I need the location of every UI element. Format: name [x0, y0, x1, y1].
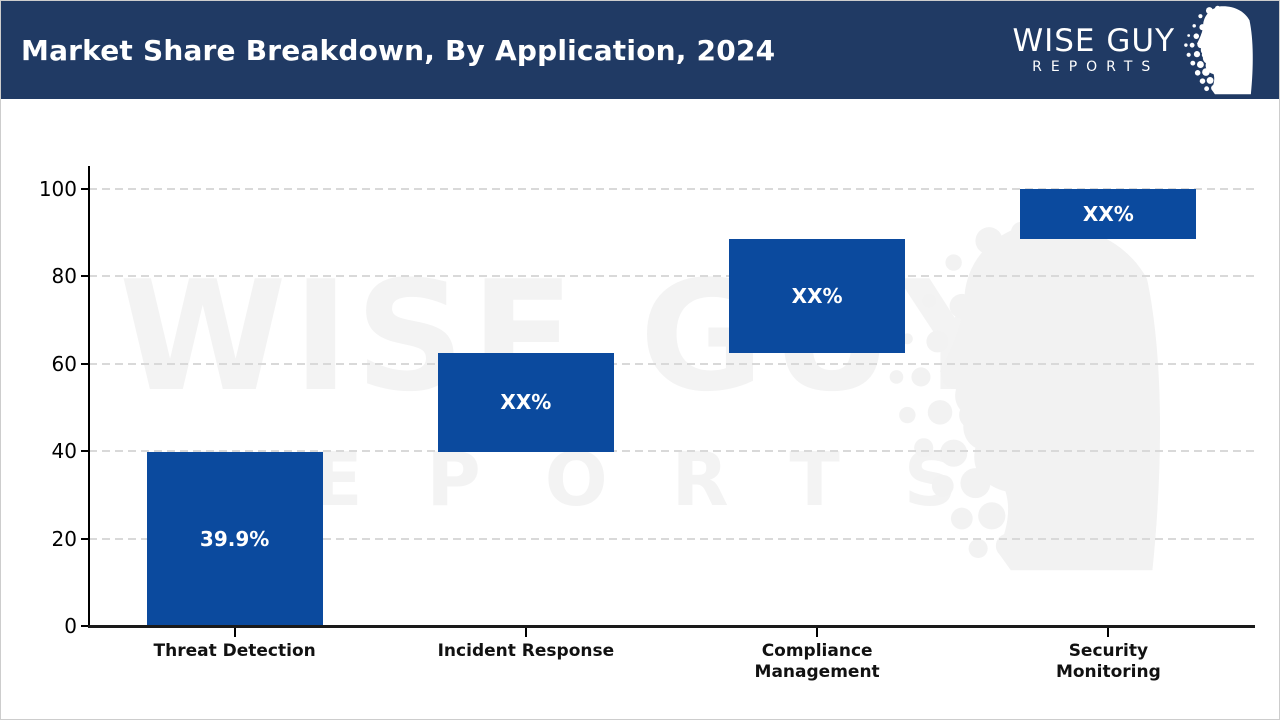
y-tick-mark-100 — [81, 188, 89, 190]
x-tick-mark-security-monitoring — [1107, 628, 1110, 637]
y-tick-label-100: 100 — [38, 177, 77, 201]
bar-value-label-threat-detection: 39.9% — [199, 526, 270, 551]
bar-value-label-compliance-management: XX% — [791, 284, 843, 309]
x-tick-label-line: Management — [754, 662, 880, 683]
wiseguy-logo: WISE GUY REPORTS — [1012, 5, 1255, 95]
y-tick-mark-40 — [81, 450, 89, 453]
header-bar: Market Share Breakdown, By Application, … — [1, 1, 1279, 99]
x-tick-label-compliance-management: Compliance Management — [697, 641, 937, 684]
dotted-head-icon — [1179, 5, 1255, 95]
x-tick-label-line: Monitoring — [1055, 662, 1161, 683]
gridline-20 — [89, 537, 1254, 540]
logo-text: WISE GUY REPORTS — [1012, 23, 1175, 75]
y-axis-line — [88, 166, 90, 626]
logo-name: WISE GUY — [1012, 23, 1175, 59]
y-tick-mark-20 — [81, 537, 89, 540]
x-tick-mark-incident-response — [524, 628, 527, 637]
bar-compliance-management — [729, 239, 906, 353]
bar-value-label-incident-response: XX% — [500, 390, 552, 415]
y-tick-label-40: 40 — [51, 439, 77, 464]
y-tick-label-20: 20 — [51, 526, 77, 551]
y-tick-mark-0 — [81, 625, 89, 627]
y-tick-mark-60 — [81, 362, 89, 365]
y-tick-label-0: 0 — [64, 614, 77, 638]
x-tick-mark-threat-detection — [233, 628, 236, 637]
x-tick-label-line: Incident Response — [437, 641, 615, 661]
gridline-100 — [89, 188, 1254, 190]
chart-title: Market Share Breakdown, By Application, … — [21, 33, 776, 67]
bar-incident-response — [437, 352, 614, 452]
x-tick-label-line: Compliance — [761, 641, 873, 661]
x-tick-label-line: Security — [1068, 641, 1149, 661]
gridline-40 — [89, 450, 1254, 453]
x-tick-label-threat-detection: Threat Detection — [115, 641, 355, 662]
x-tick-label-incident-response: Incident Response — [406, 641, 646, 662]
x-tick-label-security-monitoring: Security Monitoring — [988, 641, 1228, 684]
gridline-60 — [89, 362, 1254, 365]
bar-value-label-security-monitoring: XX% — [1082, 202, 1134, 227]
y-tick-mark-80 — [81, 275, 89, 278]
gridline-80 — [89, 275, 1254, 278]
x-tick-label-line: Threat Detection — [153, 641, 316, 661]
y-tick-label-80: 80 — [51, 264, 77, 289]
x-tick-mark-compliance-management — [816, 628, 819, 637]
y-tick-label-60: 60 — [51, 351, 77, 376]
bar-threat-detection — [146, 451, 323, 626]
logo-subname: REPORTS — [1032, 59, 1160, 75]
x-axis-line — [88, 625, 1255, 628]
